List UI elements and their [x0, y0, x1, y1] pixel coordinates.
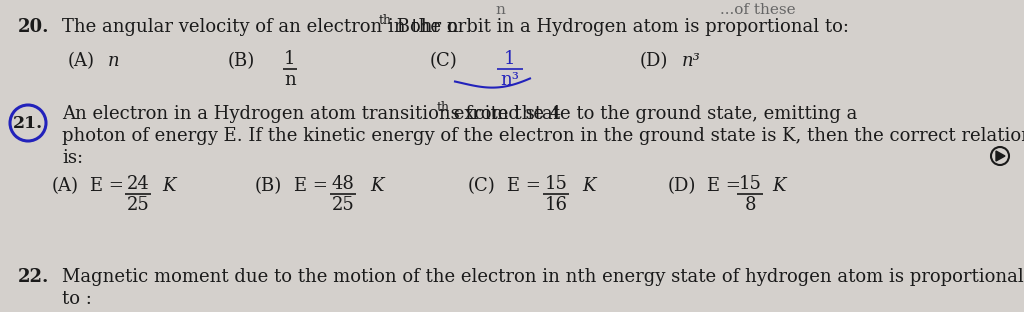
- Text: (C): (C): [468, 177, 496, 195]
- Text: E =: E =: [507, 177, 541, 195]
- Text: th: th: [436, 101, 450, 114]
- Text: 21.: 21.: [13, 115, 43, 131]
- Text: n³: n³: [682, 52, 700, 70]
- Text: The angular velocity of an electron in the n: The angular velocity of an electron in t…: [62, 18, 459, 36]
- Text: n³: n³: [501, 71, 519, 89]
- Text: 25: 25: [127, 196, 150, 214]
- Text: E =: E =: [90, 177, 124, 195]
- Text: K: K: [162, 177, 175, 195]
- Text: 8: 8: [744, 196, 756, 214]
- Text: E =: E =: [294, 177, 328, 195]
- Text: 25: 25: [332, 196, 354, 214]
- Text: Magnetic moment due to the motion of the electron in nth energy state of hydroge: Magnetic moment due to the motion of the…: [62, 268, 1024, 286]
- Text: photon of energy E. If the kinetic energy of the electron in the ground state is: photon of energy E. If the kinetic energ…: [62, 127, 1024, 145]
- Text: (C): (C): [430, 52, 458, 70]
- Text: 15: 15: [738, 175, 762, 193]
- Text: (B): (B): [255, 177, 283, 195]
- Text: 24: 24: [127, 175, 150, 193]
- Text: n: n: [284, 71, 296, 89]
- Text: Bohr orbit in a Hydrogen atom is proportional to:: Bohr orbit in a Hydrogen atom is proport…: [391, 18, 849, 36]
- Text: 22.: 22.: [18, 268, 49, 286]
- Text: n: n: [108, 52, 120, 70]
- Text: (D): (D): [668, 177, 696, 195]
- Text: (A): (A): [52, 177, 79, 195]
- Text: (B): (B): [228, 52, 255, 70]
- Text: (A): (A): [68, 52, 95, 70]
- Text: 1: 1: [285, 50, 296, 68]
- Text: 1: 1: [504, 50, 516, 68]
- Text: 20.: 20.: [18, 18, 49, 36]
- Text: K: K: [582, 177, 596, 195]
- Text: K: K: [772, 177, 785, 195]
- Text: n: n: [495, 3, 505, 17]
- Text: to :: to :: [62, 290, 92, 308]
- Text: 15: 15: [545, 175, 567, 193]
- Text: excited state to the ground state, emitting a: excited state to the ground state, emitt…: [449, 105, 858, 123]
- Text: th: th: [379, 14, 392, 27]
- Text: (D): (D): [640, 52, 669, 70]
- Polygon shape: [996, 151, 1005, 161]
- Text: ...of these: ...of these: [720, 3, 796, 17]
- Text: is:: is:: [62, 149, 83, 167]
- Text: K: K: [370, 177, 384, 195]
- Text: 48: 48: [332, 175, 354, 193]
- Text: E =: E =: [707, 177, 741, 195]
- Text: An electron in a Hydrogen atom transitions from the 4: An electron in a Hydrogen atom transitio…: [62, 105, 561, 123]
- Text: 16: 16: [545, 196, 567, 214]
